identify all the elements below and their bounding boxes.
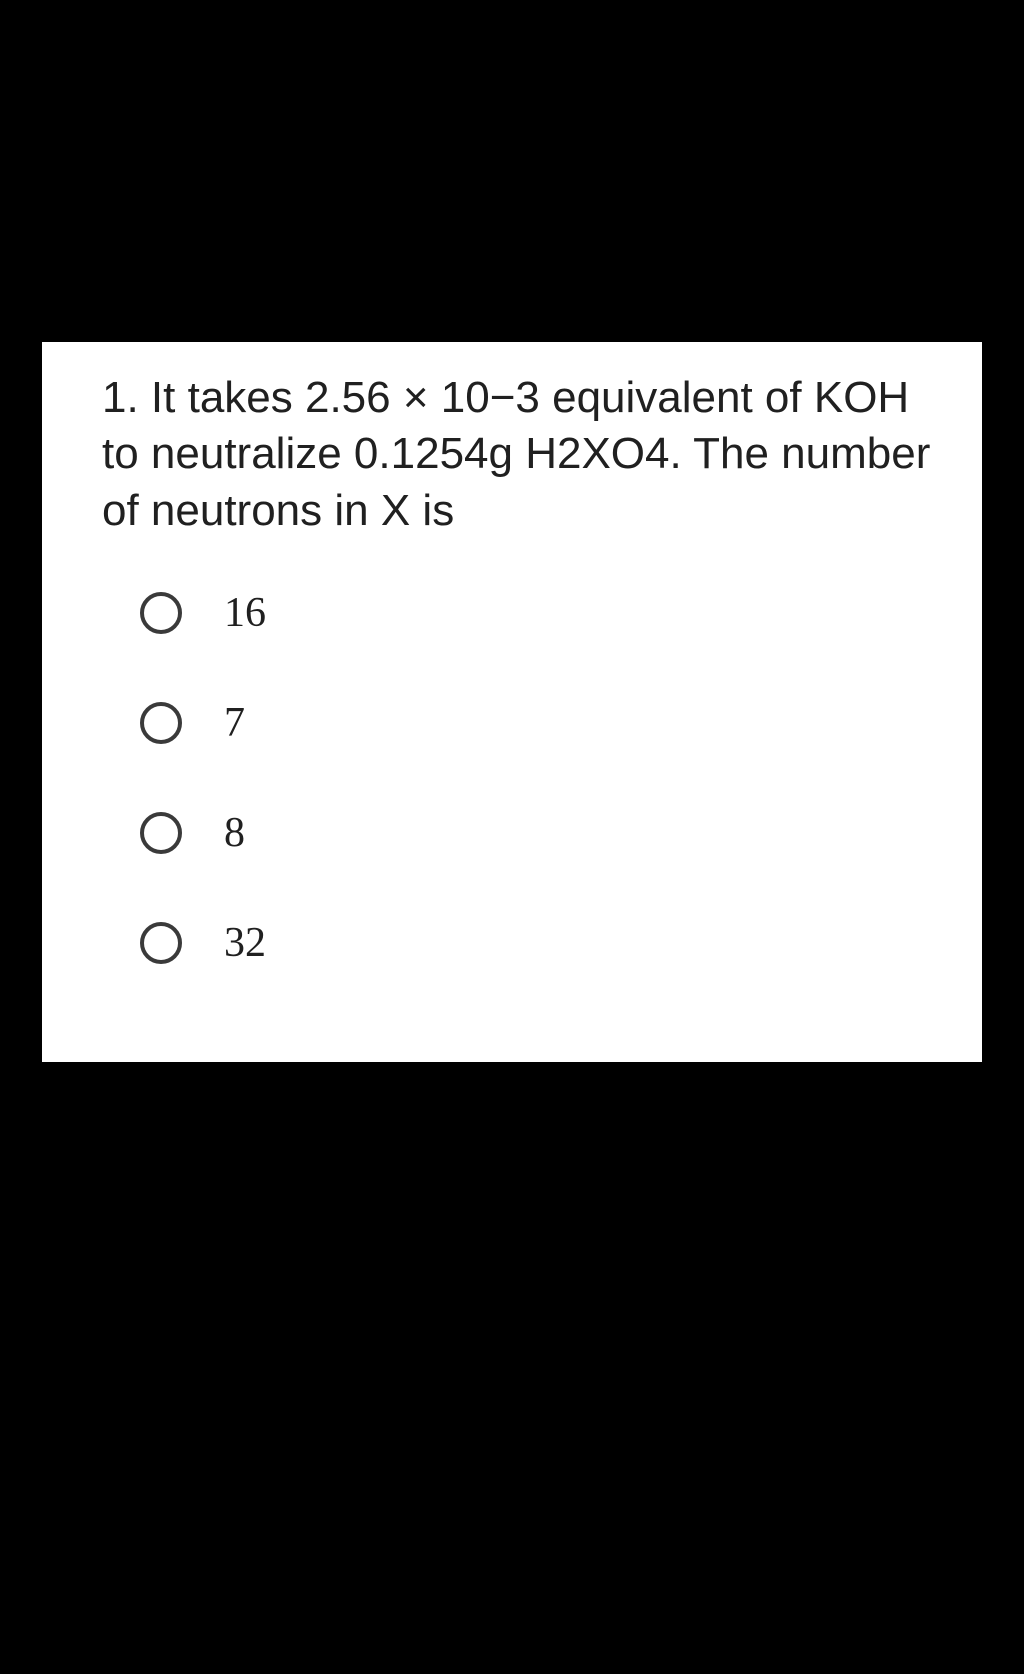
radio-icon[interactable] [140,922,182,964]
radio-icon[interactable] [140,702,182,744]
question-text: 1. It takes 2.56 × 10−3 equivalent of KO… [102,370,932,539]
option-label: 16 [224,589,266,637]
option-label: 32 [224,919,266,967]
radio-icon[interactable] [140,592,182,634]
options-group: 16 7 8 32 [102,589,932,967]
option-row[interactable]: 7 [140,699,932,747]
option-row[interactable]: 8 [140,809,932,857]
radio-icon[interactable] [140,812,182,854]
option-label: 7 [224,699,245,747]
question-card: 1. It takes 2.56 × 10−3 equivalent of KO… [42,342,982,1062]
option-row[interactable]: 32 [140,919,932,967]
option-label: 8 [224,809,245,857]
option-row[interactable]: 16 [140,589,932,637]
